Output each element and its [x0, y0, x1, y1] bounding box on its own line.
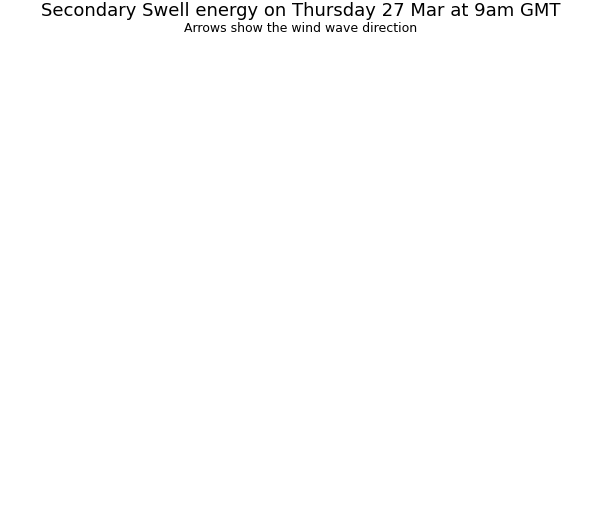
Text: Arrows show the wind wave direction: Arrows show the wind wave direction — [184, 23, 417, 35]
Text: Secondary Swell energy on Thursday 27 Mar at 9am GMT: Secondary Swell energy on Thursday 27 Ma… — [41, 2, 560, 20]
Text: Map (cartopy required): Map (cartopy required) — [220, 268, 381, 282]
